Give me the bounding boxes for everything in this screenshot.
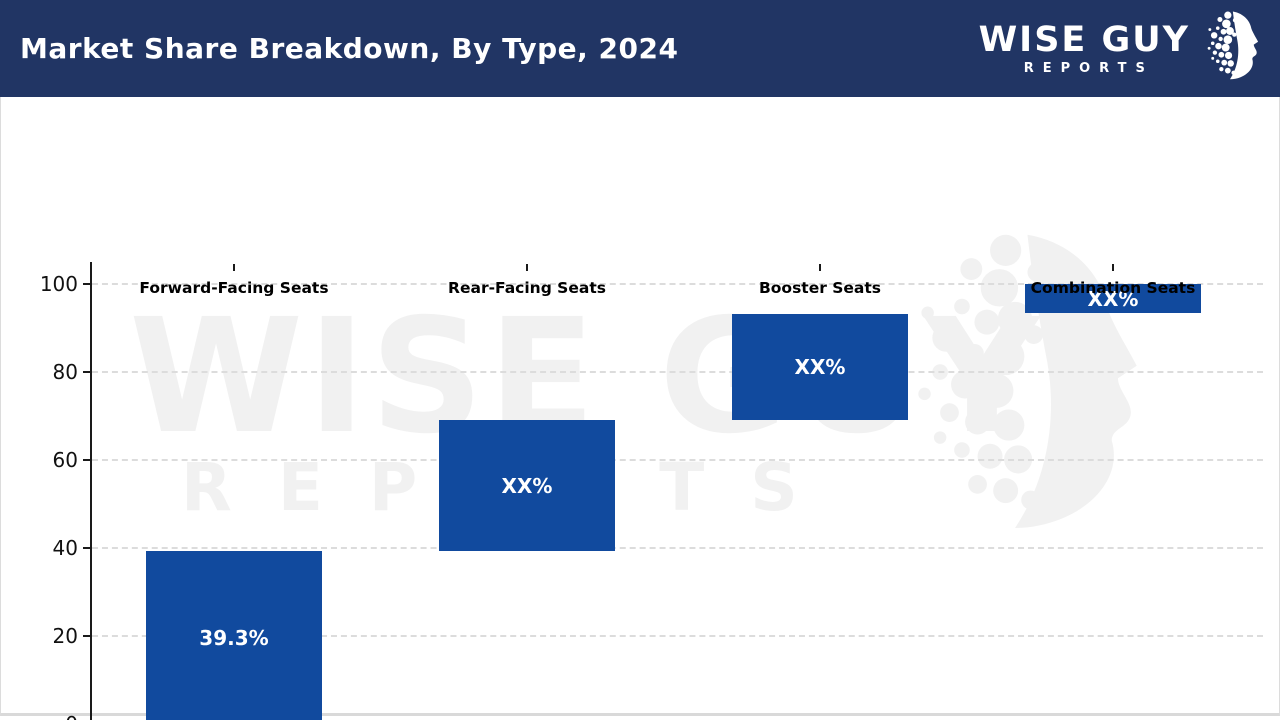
y-tick-label: 20 — [52, 624, 78, 648]
x-tick-mark — [819, 264, 821, 271]
y-gridline — [92, 635, 1263, 637]
y-gridline — [92, 459, 1263, 461]
bar-segment: 39.3% — [146, 551, 322, 720]
y-gridline — [92, 371, 1263, 373]
y-tick-label: 60 — [52, 448, 78, 472]
x-tick-mark — [233, 264, 235, 271]
bar-value-label: 39.3% — [199, 625, 269, 650]
y-tick-mark — [83, 459, 90, 461]
header-bar: Market Share Breakdown, By Type, 2024 WI… — [0, 0, 1280, 97]
chart-title: Market Share Breakdown, By Type, 2024 — [20, 32, 679, 65]
y-tick-mark — [83, 371, 90, 373]
bar-segment: XX% — [1025, 284, 1201, 314]
wise-guy-reports-logo: WISE GUY REPORTS — [979, 7, 1266, 91]
x-category-label: Forward-Facing Seats — [139, 279, 329, 297]
logo-wordmark: WISE GUY — [978, 19, 1190, 60]
logo-head-icon — [1207, 11, 1259, 79]
logo-text: WISE GUY REPORTS — [978, 19, 1190, 76]
x-tick-mark — [1112, 264, 1114, 271]
y-tick-label: 0 — [22, 712, 78, 720]
y-tick-label: 100 — [39, 272, 78, 296]
logo-subtitle: REPORTS — [1023, 60, 1154, 76]
x-category-label: Booster Seats — [758, 279, 882, 297]
bar-segment: XX% — [439, 420, 615, 552]
bar-value-label: XX% — [1087, 286, 1139, 311]
y-tick-mark — [83, 283, 90, 285]
x-tick-mark — [526, 264, 528, 271]
plot-area: 02040608010039.3%XX%XX%XX%Forward-Facing… — [40, 262, 1263, 720]
x-category-label: Rear-Facing Seats — [448, 279, 606, 297]
x-category-label: Combination Seats — [1030, 279, 1196, 297]
y-tick-label: 40 — [52, 536, 78, 560]
y-gridline — [92, 283, 1263, 285]
bar-value-label: XX% — [501, 473, 553, 498]
bar-segment: XX% — [732, 313, 908, 421]
y-tick-mark — [83, 635, 90, 637]
y-gridline — [92, 547, 1263, 549]
y-tick-label: 80 — [52, 360, 78, 384]
bar-value-label: XX% — [794, 354, 846, 379]
y-tick-mark — [83, 547, 90, 549]
chart-card: WISE GUY REPORTS 02040608010039.3%XX%XX%… — [0, 97, 1280, 720]
